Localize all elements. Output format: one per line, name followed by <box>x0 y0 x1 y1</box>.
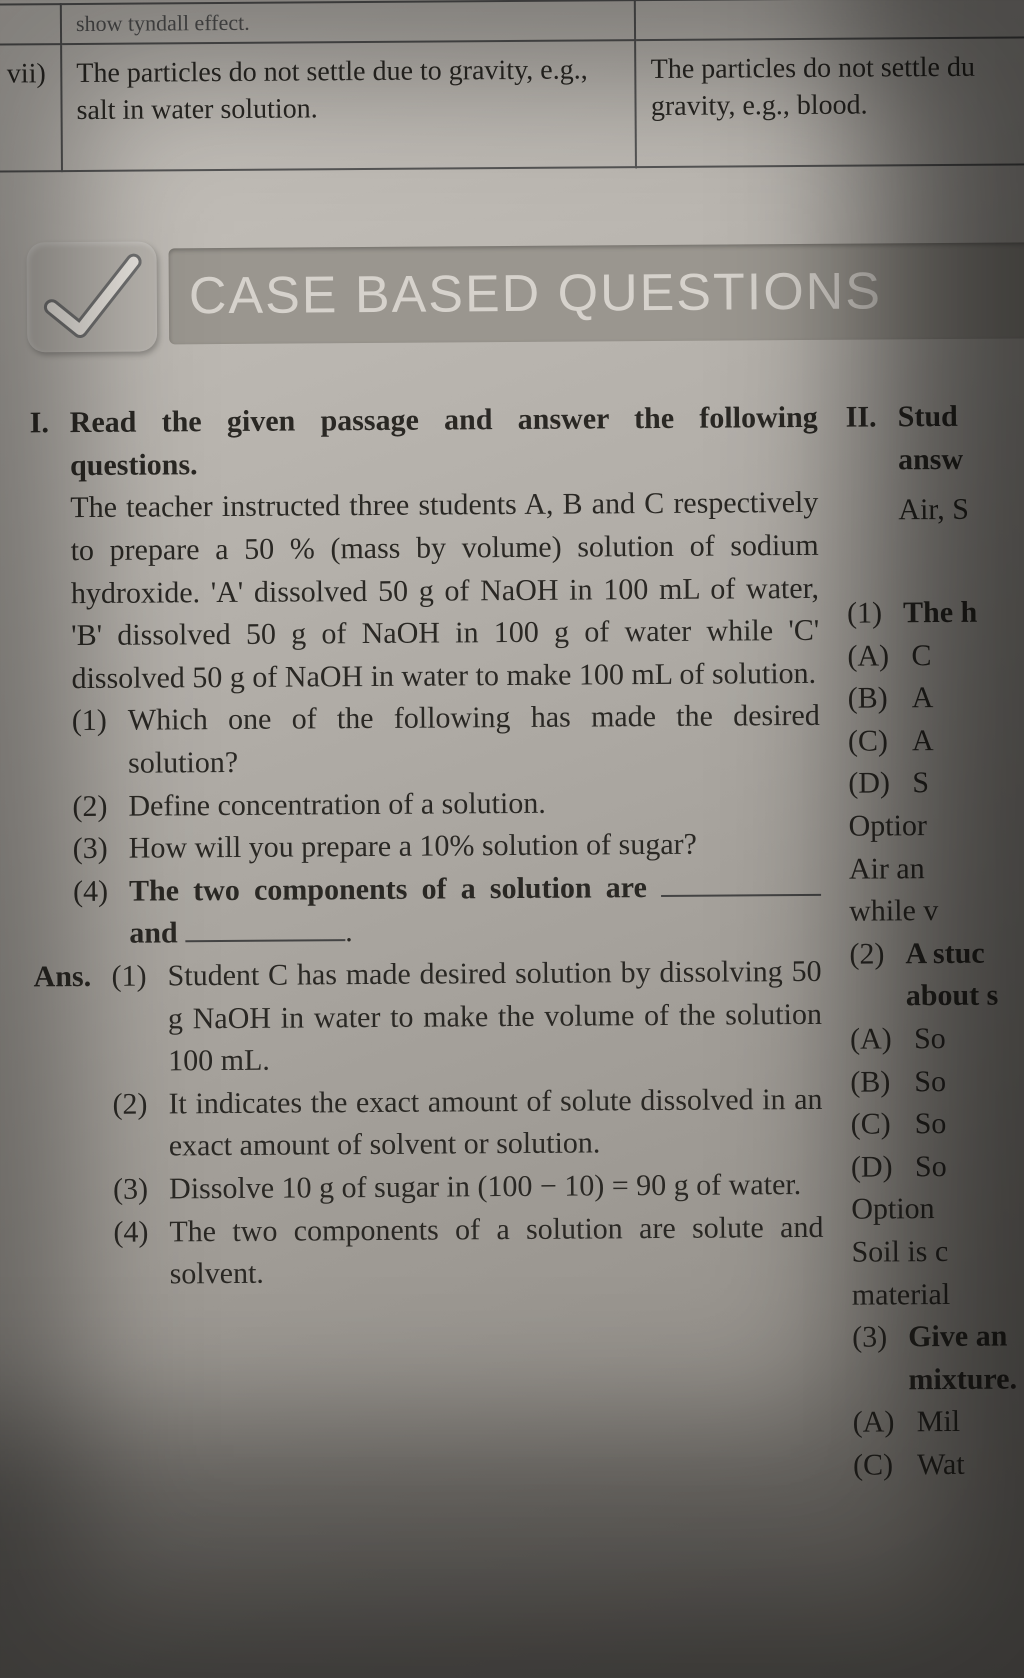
ans-r-t1: Optior <box>848 809 927 843</box>
table-prev-col1: show tyndall effect. <box>61 0 636 44</box>
comparison-table: show tyndall effect. vii) The particles … <box>0 0 1024 173</box>
r1D-t: S <box>912 763 929 806</box>
ans-r-t2: Air an <box>849 852 925 886</box>
r1-num: (1) <box>847 592 903 635</box>
a2-text: It indicates the exact amount of solute … <box>168 1079 823 1169</box>
ans2-t1: Option <box>851 1192 935 1226</box>
a3-num: (3) <box>113 1168 169 1211</box>
r1-text: The h <box>903 591 1023 634</box>
r3-t2: mixture. <box>908 1362 1017 1396</box>
r1B-n: (B) <box>848 677 912 720</box>
a1-num: (1) <box>111 955 168 1083</box>
r2A-t: So <box>914 1018 946 1061</box>
r3-num: (3) <box>852 1316 909 1402</box>
table-col1: The particles do not settle due to gravi… <box>61 40 636 172</box>
q3-text: How will you prepare a 10% solution of s… <box>129 823 821 870</box>
r1A-n: (A) <box>847 635 911 678</box>
table-prev-col2 <box>635 0 1024 40</box>
r3A-n: (A) <box>853 1402 917 1445</box>
ans2-t2: Soil is c <box>851 1235 948 1269</box>
r3A-t: Mil <box>917 1401 961 1444</box>
r3-t1: Give an <box>908 1320 1007 1354</box>
r2B-n: (B) <box>850 1061 914 1104</box>
roman-I: I. <box>30 402 72 700</box>
a4-num: (4) <box>113 1211 170 1297</box>
left-column: I. Read the given passage and answer the… <box>8 397 846 1493</box>
II-t1: Stud <box>898 400 958 433</box>
table-col2: The particles do not settle du gravity, … <box>635 37 1024 168</box>
right-column: II. Stud answ Air, S (1) The h (A)C (B)A… <box>838 396 1024 1488</box>
table-rownum-prev <box>0 4 61 44</box>
r1D-n: (D) <box>848 763 912 806</box>
r1B-t: A <box>912 677 934 720</box>
ans-label: Ans. <box>33 956 112 1084</box>
blank-1 <box>661 866 821 897</box>
r2C-n: (C) <box>851 1103 915 1146</box>
r3C-t: Wat <box>917 1444 965 1487</box>
q3-num: (3) <box>73 828 129 871</box>
r2D-t: So <box>915 1146 947 1189</box>
blank-2 <box>185 912 345 943</box>
ans-r-t3: while v <box>849 894 938 928</box>
q1-text: Which one of the following has made the … <box>128 695 821 785</box>
q2-text: Define concentration of a solution. <box>128 780 820 827</box>
a3-text: Dissolve 10 g of sugar in (100 − 10) = 9… <box>169 1164 823 1211</box>
r1A-t: C <box>911 635 931 678</box>
II-t2: answ <box>898 443 963 476</box>
r1C-t: A <box>912 720 934 763</box>
checkmark-icon <box>26 242 157 353</box>
r1C-n: (C) <box>848 720 912 763</box>
a2-num: (2) <box>112 1083 169 1169</box>
passage-lead: Read the given passage and answer the fo… <box>70 401 818 482</box>
ans2-t3: material <box>852 1278 951 1312</box>
q2-num: (2) <box>72 785 128 828</box>
q4-text: The two components of a solution are and… <box>129 866 822 956</box>
r2B-t: So <box>914 1061 946 1104</box>
section-heading: CASE BASED QUESTIONS <box>169 242 1024 344</box>
a1-text: Student C has made desired solution by d… <box>167 951 822 1083</box>
q4-num: (4) <box>73 870 130 956</box>
r2-t1: A stuc <box>905 937 984 971</box>
r2-num: (2) <box>849 933 906 1019</box>
roman-II: II. <box>846 397 899 483</box>
table-rownum: vii) <box>0 44 62 172</box>
air-line: Air, S <box>898 489 1022 532</box>
r2D-n: (D) <box>851 1146 915 1189</box>
q4-part-a: The two components of a solution are <box>129 871 647 908</box>
q1-num: (1) <box>72 700 129 786</box>
r2A-n: (A) <box>850 1018 914 1061</box>
r2-t2: about s <box>906 979 999 1013</box>
q4-part-b: and <box>129 917 178 950</box>
passage-body: The teacher instructed three students A,… <box>70 486 819 695</box>
r2C-t: So <box>915 1103 947 1146</box>
r3C-n: (C) <box>853 1444 917 1487</box>
a4-text: The two components of a solution are sol… <box>169 1206 824 1296</box>
